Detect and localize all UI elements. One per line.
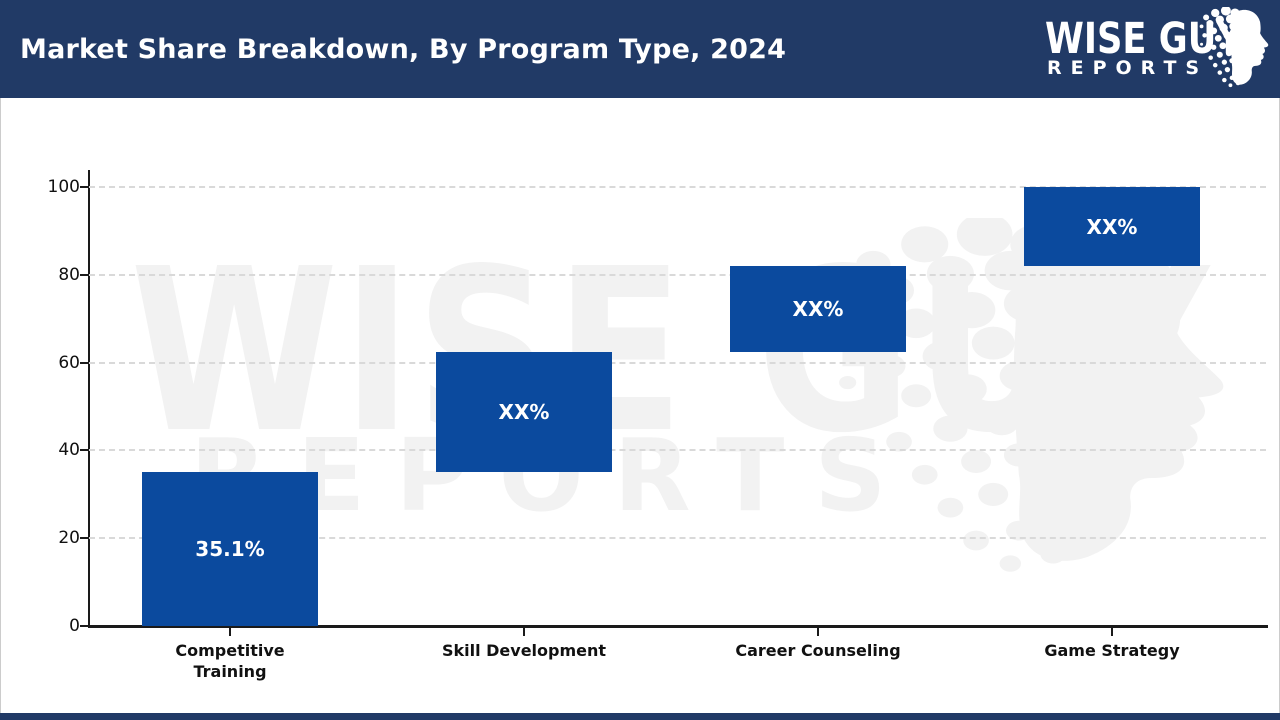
page-title: Market Share Breakdown, By Program Type,… — [20, 33, 787, 65]
y-tick — [80, 273, 88, 276]
footer-bar — [0, 713, 1280, 720]
y-tick-label: 60 — [58, 352, 80, 373]
x-tick-label: Competitive Training — [175, 641, 285, 681]
gridline-40 — [89, 449, 1266, 452]
x-axis-line — [88, 625, 1268, 628]
bar-value-label: XX% — [792, 297, 844, 322]
x-tick-label: Game Strategy — [1044, 641, 1180, 660]
y-axis-line — [88, 170, 90, 628]
bar-value-label: XX% — [1086, 214, 1138, 239]
x-tick — [229, 628, 231, 636]
bar-2: XX% — [730, 266, 906, 353]
x-tick — [817, 628, 819, 636]
y-tick-label: 20 — [58, 528, 80, 549]
header: Market Share Breakdown, By Program Type,… — [0, 0, 1280, 98]
gridline-20 — [89, 537, 1266, 540]
x-tick — [523, 628, 525, 636]
y-tick-label: 0 — [69, 616, 80, 636]
y-tick — [80, 449, 88, 452]
y-tick-label: 40 — [58, 440, 80, 461]
y-tick — [80, 537, 88, 540]
y-tick — [80, 186, 88, 188]
bar-1: XX% — [436, 352, 612, 472]
gridline-80 — [89, 273, 1266, 276]
gridline-60 — [89, 361, 1266, 364]
bar-3: XX% — [1024, 187, 1200, 267]
logo-reports: REPORTS — [1047, 57, 1209, 79]
bar-value-label: XX% — [498, 399, 550, 424]
y-tick — [80, 625, 88, 627]
x-tick-label: Skill Development — [441, 641, 607, 660]
x-tick — [1111, 628, 1113, 636]
logo-head-icon — [1199, 7, 1269, 88]
bar-value-label: 35.1% — [195, 536, 265, 561]
bar-0: 35.1% — [142, 471, 318, 626]
y-tick-label: 80 — [58, 264, 80, 285]
x-tick-label: Career Counseling — [735, 641, 901, 660]
y-tick — [80, 361, 88, 364]
y-tick-label: 100 — [47, 177, 80, 197]
gridline-100 — [89, 186, 1266, 188]
